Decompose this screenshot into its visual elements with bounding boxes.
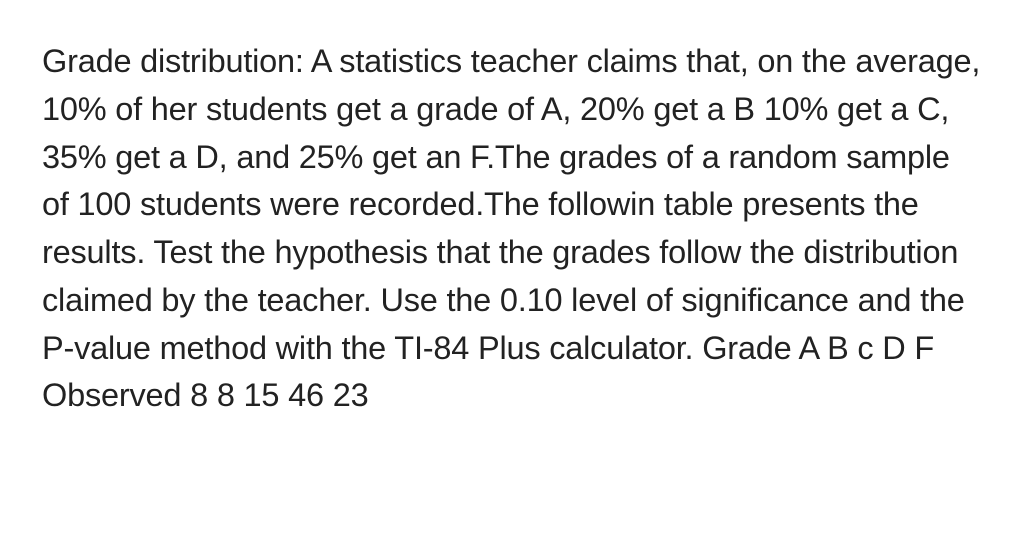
problem-statement-text: Grade distribution: A statistics teacher… (42, 38, 982, 420)
